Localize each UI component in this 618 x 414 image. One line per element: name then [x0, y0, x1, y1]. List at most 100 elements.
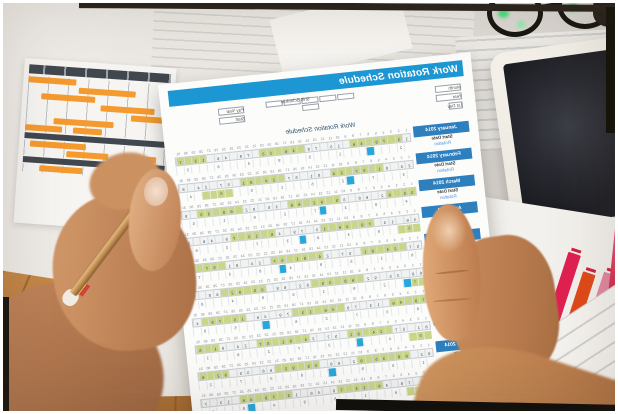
- shift-cell: 4: [382, 380, 391, 389]
- secondary-cell: [392, 252, 401, 262]
- secondary-cell: [350, 148, 360, 158]
- secondary-cell: [236, 160, 246, 170]
- secondary-cell: [234, 214, 244, 224]
- secondary-cell: 3: [341, 203, 350, 213]
- shift-cell: 7: [337, 249, 347, 258]
- shift-cell: 9: [384, 190, 394, 198]
- secondary-cell: [207, 244, 216, 254]
- shift-cell: 6: [402, 215, 412, 224]
- shift-cell: [381, 299, 390, 307]
- shift-cell: [200, 318, 209, 326]
- secondary-cell: [214, 244, 224, 253]
- secondary-cell: [376, 172, 385, 182]
- shift-cell: [268, 310, 277, 319]
- secondary-cell: 9: [415, 331, 425, 341]
- secondary-cell: 2: [264, 347, 273, 357]
- secondary-cell: 2: [280, 210, 289, 219]
- shift-cell: 5: [223, 179, 233, 188]
- secondary-cell: 7: [310, 206, 320, 216]
- secondary-cell: [289, 154, 299, 164]
- shift-cell: 4: [383, 244, 392, 253]
- day-number: 13: [327, 271, 332, 277]
- secondary-cell: [228, 378, 238, 388]
- secondary-cell: 8: [213, 162, 223, 172]
- day-number: 23: [248, 253, 253, 258]
- secondary-cell: [267, 157, 276, 166]
- form-pay-year-cluster: Pay Year Start: [217, 106, 246, 127]
- day-number: 19: [289, 357, 295, 362]
- secondary-cell: 3: [208, 407, 218, 411]
- day-number: 1: [405, 128, 408, 133]
- day-number: 14: [322, 299, 327, 304]
- day-number: 28: [221, 364, 226, 369]
- day-number: 16: [304, 274, 309, 279]
- secondary-cell: 3: [324, 341, 334, 350]
- secondary-cell: [302, 343, 311, 353]
- day-number: 27: [212, 202, 217, 207]
- day-number: 5: [374, 131, 378, 136]
- shift-cell: 4: [246, 394, 255, 403]
- day-number: 12: [340, 324, 345, 330]
- desk-photo: Work Rotation Schedule Month Year 1st Da…: [3, 3, 615, 411]
- shift-cell: [256, 203, 266, 212]
- secondary-cell: [210, 353, 220, 362]
- shift-cell: 1: [252, 231, 261, 239]
- shift-cell: 4: [342, 221, 351, 230]
- day-number: 9: [355, 242, 358, 247]
- secondary-cell: 8: [371, 200, 380, 210]
- shift-schedule-fields: [262, 92, 358, 115]
- shift-cell: 4: [260, 311, 269, 320]
- secondary-cell: 1: [277, 183, 286, 193]
- secondary-cell: [282, 372, 291, 382]
- day-number: 20: [271, 250, 276, 256]
- shift-cell: 7: [229, 233, 238, 242]
- secondary-cell: [403, 142, 413, 152]
- shift-cell: 4: [261, 175, 270, 184]
- secondary-cell: [221, 379, 230, 388]
- secondary-cell: 4: [343, 230, 353, 240]
- shift-cell: [186, 183, 195, 192]
- shift-cell: 7: [352, 166, 361, 175]
- secondary-cell: [274, 373, 283, 383]
- secondary-cell: [312, 369, 321, 379]
- day-number: 6: [367, 132, 370, 137]
- secondary-cell: 1: [418, 358, 428, 368]
- shift-cell: 4: [247, 258, 256, 267]
- secondary-cell: [328, 232, 338, 241]
- shift-cell: 2: [309, 197, 318, 206]
- secondary-cell: 8: [413, 304, 422, 314]
- shift-cell: 6: [401, 351, 411, 359]
- shift-cell: 7: [405, 242, 414, 250]
- secondary-cell: 1: [203, 353, 212, 363]
- secondary-cell: [359, 310, 369, 320]
- highlight-cell: [327, 368, 337, 377]
- day-number: 22: [261, 305, 266, 311]
- secondary-cell: [321, 232, 330, 242]
- shift-cell: 7: [297, 226, 306, 235]
- day-number: 28: [198, 149, 204, 155]
- day-number: 9: [369, 376, 373, 381]
- day-number: 17: [291, 221, 296, 226]
- day-number: 30: [183, 151, 189, 156]
- day-number: 27: [226, 336, 231, 342]
- shift-cell: [352, 247, 362, 256]
- shift-cell: 9: [357, 220, 366, 228]
- secondary-cell: [396, 360, 405, 370]
- secondary-cell: [253, 321, 263, 331]
- shift-cell: 2: [363, 273, 372, 282]
- day-number: 10: [341, 188, 346, 194]
- shift-cell: 2: [404, 160, 414, 169]
- shift-cell: 9: [424, 348, 433, 357]
- day-number: 10: [358, 350, 363, 355]
- secondary-cell: 4: [186, 192, 195, 202]
- shift-cell: [248, 340, 257, 348]
- day-number: 22: [250, 198, 255, 203]
- secondary-cell: [273, 292, 283, 302]
- secondary-cell: 7: [294, 344, 303, 354]
- day-number: 21: [269, 305, 274, 310]
- shift-cell: 3: [326, 141, 335, 150]
- secondary-cell: [276, 319, 285, 328]
- shift-cell: 4: [221, 152, 230, 161]
- day-number: 26: [239, 389, 244, 395]
- secondary-cell: [405, 305, 415, 315]
